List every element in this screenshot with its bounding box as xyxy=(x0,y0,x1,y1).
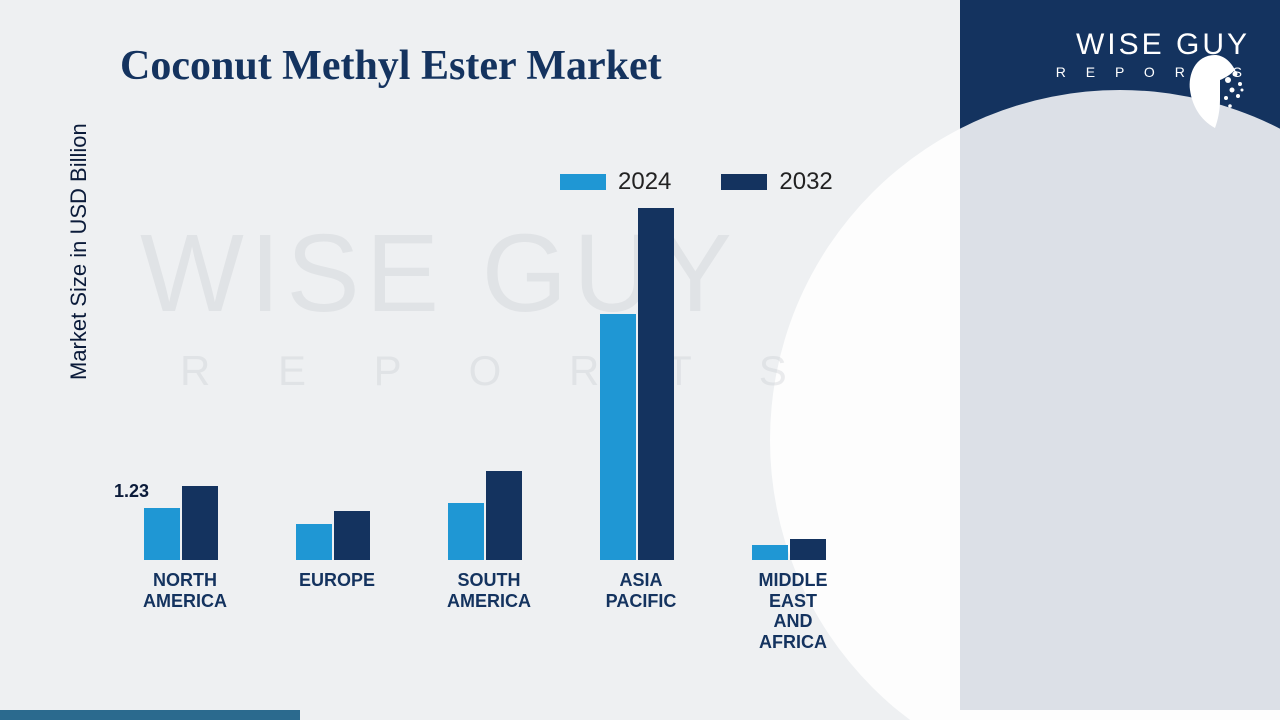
stage: WISE GUY R E P O R T S Coconut Methyl Es… xyxy=(0,0,1280,720)
x-axis-label: SOUTHAMERICA xyxy=(424,570,554,611)
bar-series1 xyxy=(296,524,332,560)
bar-series1 xyxy=(600,314,636,560)
chart-title: Coconut Methyl Ester Market xyxy=(120,42,662,90)
bar-series2 xyxy=(182,486,218,560)
legend: 2024 2032 xyxy=(560,168,833,196)
bar-series1 xyxy=(144,508,180,560)
legend-label-2024: 2024 xyxy=(618,168,671,196)
bar-series2 xyxy=(334,511,370,560)
x-axis-label: EUROPE xyxy=(272,570,402,591)
legend-label-2032: 2032 xyxy=(779,168,832,196)
bar-value-label: 1.23 xyxy=(114,481,149,502)
legend-swatch-2024 xyxy=(560,174,606,190)
footer-accent-bar xyxy=(0,710,300,720)
bar-series2 xyxy=(486,471,522,560)
brand-logo: WISE GUY R E P O R T S xyxy=(1056,28,1250,80)
bar-chart: 1.23 xyxy=(110,200,950,560)
x-axis-label: ASIAPACIFIC xyxy=(576,570,706,611)
bar-series2 xyxy=(638,208,674,560)
x-axis-label: NORTHAMERICA xyxy=(120,570,250,611)
y-axis-label: Market Size in USD Billion xyxy=(66,123,92,380)
bar-series1 xyxy=(448,503,484,560)
brand-head-icon xyxy=(1180,50,1250,130)
bar-series1 xyxy=(752,545,788,560)
x-axis-label: MIDDLEEASTANDAFRICA xyxy=(728,570,858,653)
bar-series2 xyxy=(790,539,826,560)
legend-item-2032: 2032 xyxy=(721,168,832,196)
legend-item-2024: 2024 xyxy=(560,168,671,196)
legend-swatch-2032 xyxy=(721,174,767,190)
